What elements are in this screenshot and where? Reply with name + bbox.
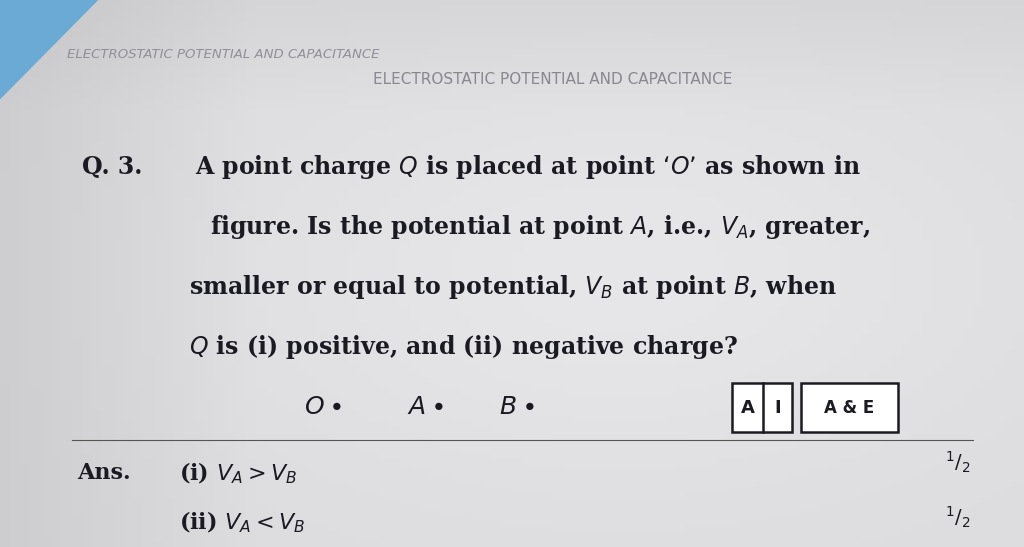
Text: (ii) $V_A < V_B$: (ii) $V_A < V_B$ — [179, 510, 305, 535]
Text: $Q$ is (i) positive, and (ii) negative charge?: $Q$ is (i) positive, and (ii) negative c… — [189, 333, 738, 362]
Text: smaller or equal to potential, $V_B$ at point $B$, when: smaller or equal to potential, $V_B$ at … — [189, 273, 838, 301]
Text: Q. 3.: Q. 3. — [82, 155, 142, 179]
Text: Ans.: Ans. — [77, 462, 130, 484]
Polygon shape — [0, 0, 97, 98]
Text: $B\bullet$: $B\bullet$ — [500, 396, 535, 419]
Text: $\mathregular{^1/_2}$: $\mathregular{^1/_2}$ — [945, 450, 970, 475]
Text: A & E: A & E — [824, 399, 874, 416]
Bar — [801, 383, 898, 432]
Text: ELECTROSTATIC POTENTIAL AND CAPACITANCE: ELECTROSTATIC POTENTIAL AND CAPACITANCE — [67, 48, 379, 61]
Text: A: A — [740, 399, 755, 416]
Bar — [732, 383, 792, 432]
Text: I: I — [774, 399, 780, 416]
Text: A point charge $Q$ is placed at point ‘$O$’ as shown in: A point charge $Q$ is placed at point ‘$… — [195, 153, 860, 181]
Text: $\mathregular{^1/_2}$: $\mathregular{^1/_2}$ — [945, 504, 970, 529]
Text: figure. Is the potential at point $A$, i.e., $V_A$, greater,: figure. Is the potential at point $A$, i… — [210, 213, 870, 241]
Text: $A\bullet$: $A\bullet$ — [407, 396, 443, 419]
Text: ELECTROSTATIC POTENTIAL AND CAPACITANCE: ELECTROSTATIC POTENTIAL AND CAPACITANCE — [374, 72, 732, 87]
Text: $O\bullet$: $O\bullet$ — [303, 396, 342, 419]
Text: (i) $V_A > V_B$: (i) $V_A > V_B$ — [179, 461, 297, 486]
